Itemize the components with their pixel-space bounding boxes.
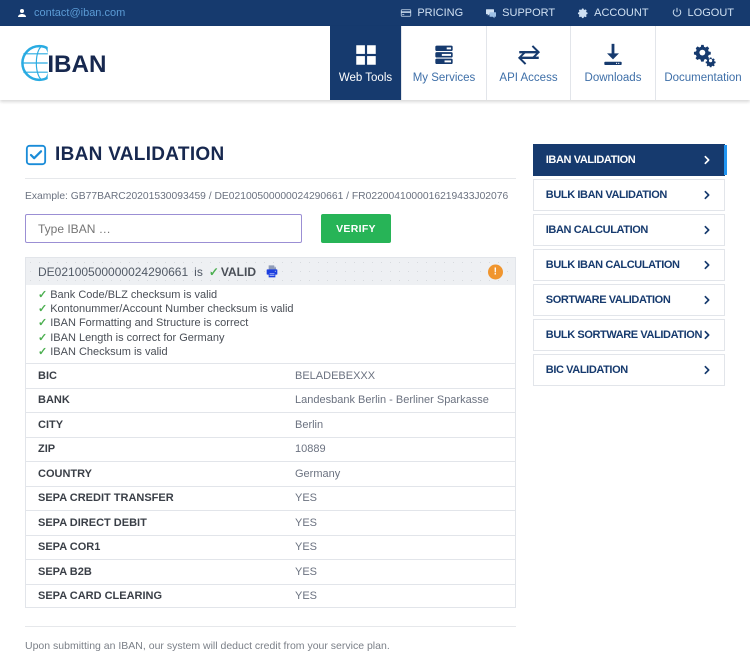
svg-text:IBAN: IBAN — [47, 51, 106, 78]
